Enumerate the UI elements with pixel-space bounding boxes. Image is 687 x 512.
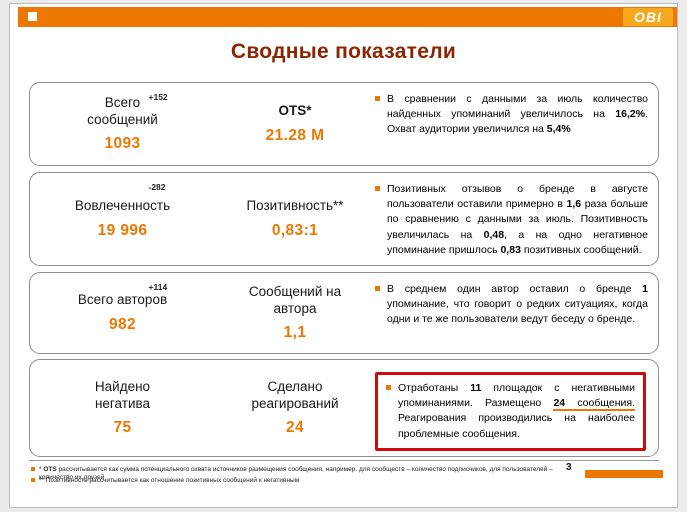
note-messages: В сравнении с данными за июль количество…	[375, 83, 658, 165]
footnote-positivity-text: ** Позитивность рассчитывается как отнош…	[39, 477, 300, 484]
footer-divider	[29, 460, 659, 461]
metric-total-messages-value: 1093	[104, 135, 141, 153]
metrics-row-negative: Найдено негатива 75 Сделано реагирований…	[29, 359, 659, 457]
header-bar: OBI	[18, 7, 677, 27]
metric-total-authors: +114 Всего авторов 982	[30, 273, 215, 353]
bullet-square-icon	[31, 478, 35, 482]
metric-negative-found-label: Найдено негатива	[94, 378, 151, 411]
metric-total-messages-label: Всего сообщений	[87, 94, 158, 127]
metric-ots-label: OTS*	[278, 103, 312, 119]
metric-ots-value: 21.28 М	[265, 126, 325, 144]
metric-negative-found-value: 75	[113, 419, 132, 437]
metric-engagement-label: Вовлеченность	[74, 198, 171, 214]
metrics-row-messages: +152 Всего сообщений 1093 OTS* 21.28 М В…	[29, 82, 659, 166]
note-messages-text: В сравнении с данными за июль количество…	[387, 93, 651, 136]
page-number: 3	[566, 462, 572, 473]
metric-ots: OTS* 21.28 М	[215, 83, 375, 165]
metric-total-authors-value: 982	[108, 315, 137, 333]
metric-reactions: Сделано реагирований 24	[215, 360, 375, 456]
slide-title: Сводные показатели	[230, 40, 457, 63]
slide: OBI Сводные показатели +152 Всего сообще…	[9, 3, 678, 508]
note-positivity: Позитивных отзывов о бренде в августе по…	[375, 173, 658, 265]
obi-logo: OBI	[623, 8, 673, 26]
bullet-square-icon	[375, 186, 380, 191]
metric-reactions-label: Сделано реагирований	[251, 378, 339, 411]
footer-accent-bar	[585, 470, 663, 478]
metric-positivity: Позитивность** 0,83:1	[215, 173, 375, 265]
metric-messages-per-author-value: 1,1	[283, 324, 307, 342]
metric-engagement-value: 19 996	[97, 221, 148, 239]
note-positivity-text: Позитивных отзывов о бренде в августе по…	[387, 183, 651, 256]
highlight-box: Отработаны 11 площадок с негативными упо…	[375, 372, 646, 451]
metric-engagement-delta: -282	[148, 182, 166, 192]
note-negative-text: Отработаны 11 площадок с негативными упо…	[398, 382, 638, 440]
footnote-positivity: ** Позитивность рассчитывается как отнош…	[31, 477, 576, 485]
metric-engagement: -282 Вовлеченность 19 996	[30, 173, 215, 265]
metrics-row-engagement: -282 Вовлеченность 19 996 Позитивность**…	[29, 172, 659, 266]
note-negative: Отработаны 11 площадок с негативными упо…	[375, 360, 658, 456]
metric-reactions-value: 24	[285, 419, 305, 437]
metric-positivity-label: Позитивность**	[246, 198, 344, 214]
footnote-ots-text: * OTS рассчитывается как сумма потенциал…	[39, 466, 553, 482]
metric-messages-per-author: Сообщений на автора 1,1	[215, 273, 375, 353]
note-authors-text: В среднем один автор оставил о бренде 1 …	[387, 283, 651, 326]
metric-total-authors-label: Всего авторов	[77, 292, 168, 308]
bullet-square-icon	[375, 96, 380, 101]
bullet-square-icon	[375, 286, 380, 291]
metrics-row-authors: +114 Всего авторов 982 Сообщений на авто…	[29, 272, 659, 354]
metric-negative-found: Найдено негатива 75	[30, 360, 215, 456]
metric-total-authors-delta: +114	[148, 282, 168, 292]
footnote-ots: * OTS рассчитывается как сумма потенциал…	[31, 466, 576, 483]
bullet-square-icon	[386, 385, 391, 390]
metric-total-messages-delta: +152	[148, 92, 168, 102]
metric-positivity-value: 0,83:1	[271, 221, 319, 239]
header-square-decoration	[28, 12, 37, 21]
metric-messages-per-author-label: Сообщений на автора	[248, 283, 342, 316]
metric-total-messages: +152 Всего сообщений 1093	[30, 83, 215, 165]
note-authors: В среднем один автор оставил о бренде 1 …	[375, 273, 658, 353]
bullet-square-icon	[31, 467, 35, 471]
